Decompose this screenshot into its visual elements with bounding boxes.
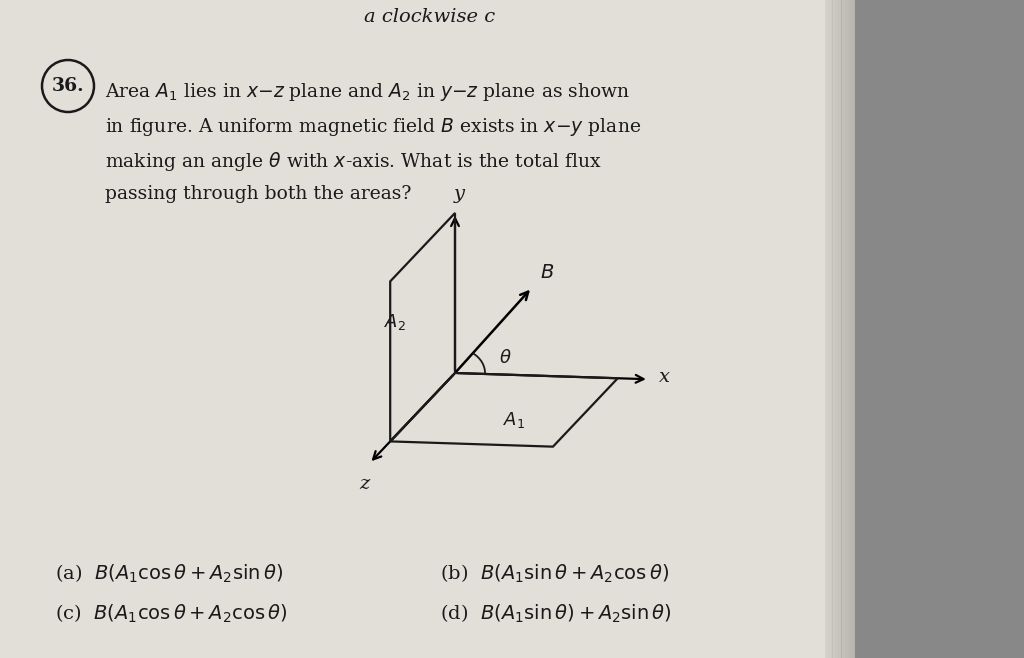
Bar	[0, 0, 855, 658]
Text: x: x	[658, 368, 670, 386]
Bar	[837, 0, 839, 658]
Text: z: z	[359, 475, 370, 494]
Text: $A_1$: $A_1$	[503, 410, 525, 430]
Text: 36.: 36.	[51, 77, 84, 95]
Bar	[852, 0, 853, 658]
Bar	[849, 0, 851, 658]
Text: making an angle $\theta$ with $x$-axis. What is the total flux: making an angle $\theta$ with $x$-axis. …	[105, 150, 602, 173]
Bar	[843, 0, 845, 658]
Bar	[831, 0, 833, 658]
Text: (a)  $B(A_1\cos\theta + A_2\sin\theta)$: (a) $B(A_1\cos\theta + A_2\sin\theta)$	[55, 563, 284, 586]
Bar	[842, 0, 843, 658]
Text: $B$: $B$	[540, 264, 554, 282]
Bar	[829, 0, 831, 658]
Text: (b)  $B(A_1\sin\theta + A_2\cos\theta)$: (b) $B(A_1\sin\theta + A_2\cos\theta)$	[440, 563, 669, 586]
Bar	[833, 0, 834, 658]
Text: $A_2$: $A_2$	[384, 312, 406, 332]
Bar	[839, 0, 840, 658]
Bar	[853, 0, 855, 658]
Bar	[845, 0, 846, 658]
Text: (d)  $B(A_1\sin\theta) + A_2\sin\theta)$: (d) $B(A_1\sin\theta) + A_2\sin\theta)$	[440, 603, 672, 625]
Text: Area $A_1$ lies in $x$−$z$ plane and $A_2$ in $y$−$z$ plane as shown: Area $A_1$ lies in $x$−$z$ plane and $A_…	[105, 81, 631, 103]
Text: passing through both the areas?: passing through both the areas?	[105, 184, 412, 203]
Bar	[840, 0, 842, 658]
Bar	[834, 0, 836, 658]
Text: in figure. A uniform magnetic field $B$ exists in $x$−$y$ plane: in figure. A uniform magnetic field $B$ …	[105, 116, 641, 138]
Bar	[855, 0, 1024, 658]
Bar	[836, 0, 837, 658]
Bar	[848, 0, 849, 658]
Bar	[851, 0, 852, 658]
Bar	[825, 0, 826, 658]
Text: (c)  $B(A_1\cos\theta + A_2\cos\theta)$: (c) $B(A_1\cos\theta + A_2\cos\theta)$	[55, 603, 288, 625]
Text: $\theta$: $\theta$	[499, 349, 512, 367]
Text: y: y	[454, 185, 465, 203]
Bar	[846, 0, 848, 658]
Bar	[826, 0, 828, 658]
Bar	[828, 0, 829, 658]
Text: a clockwise c: a clockwise c	[365, 8, 496, 26]
